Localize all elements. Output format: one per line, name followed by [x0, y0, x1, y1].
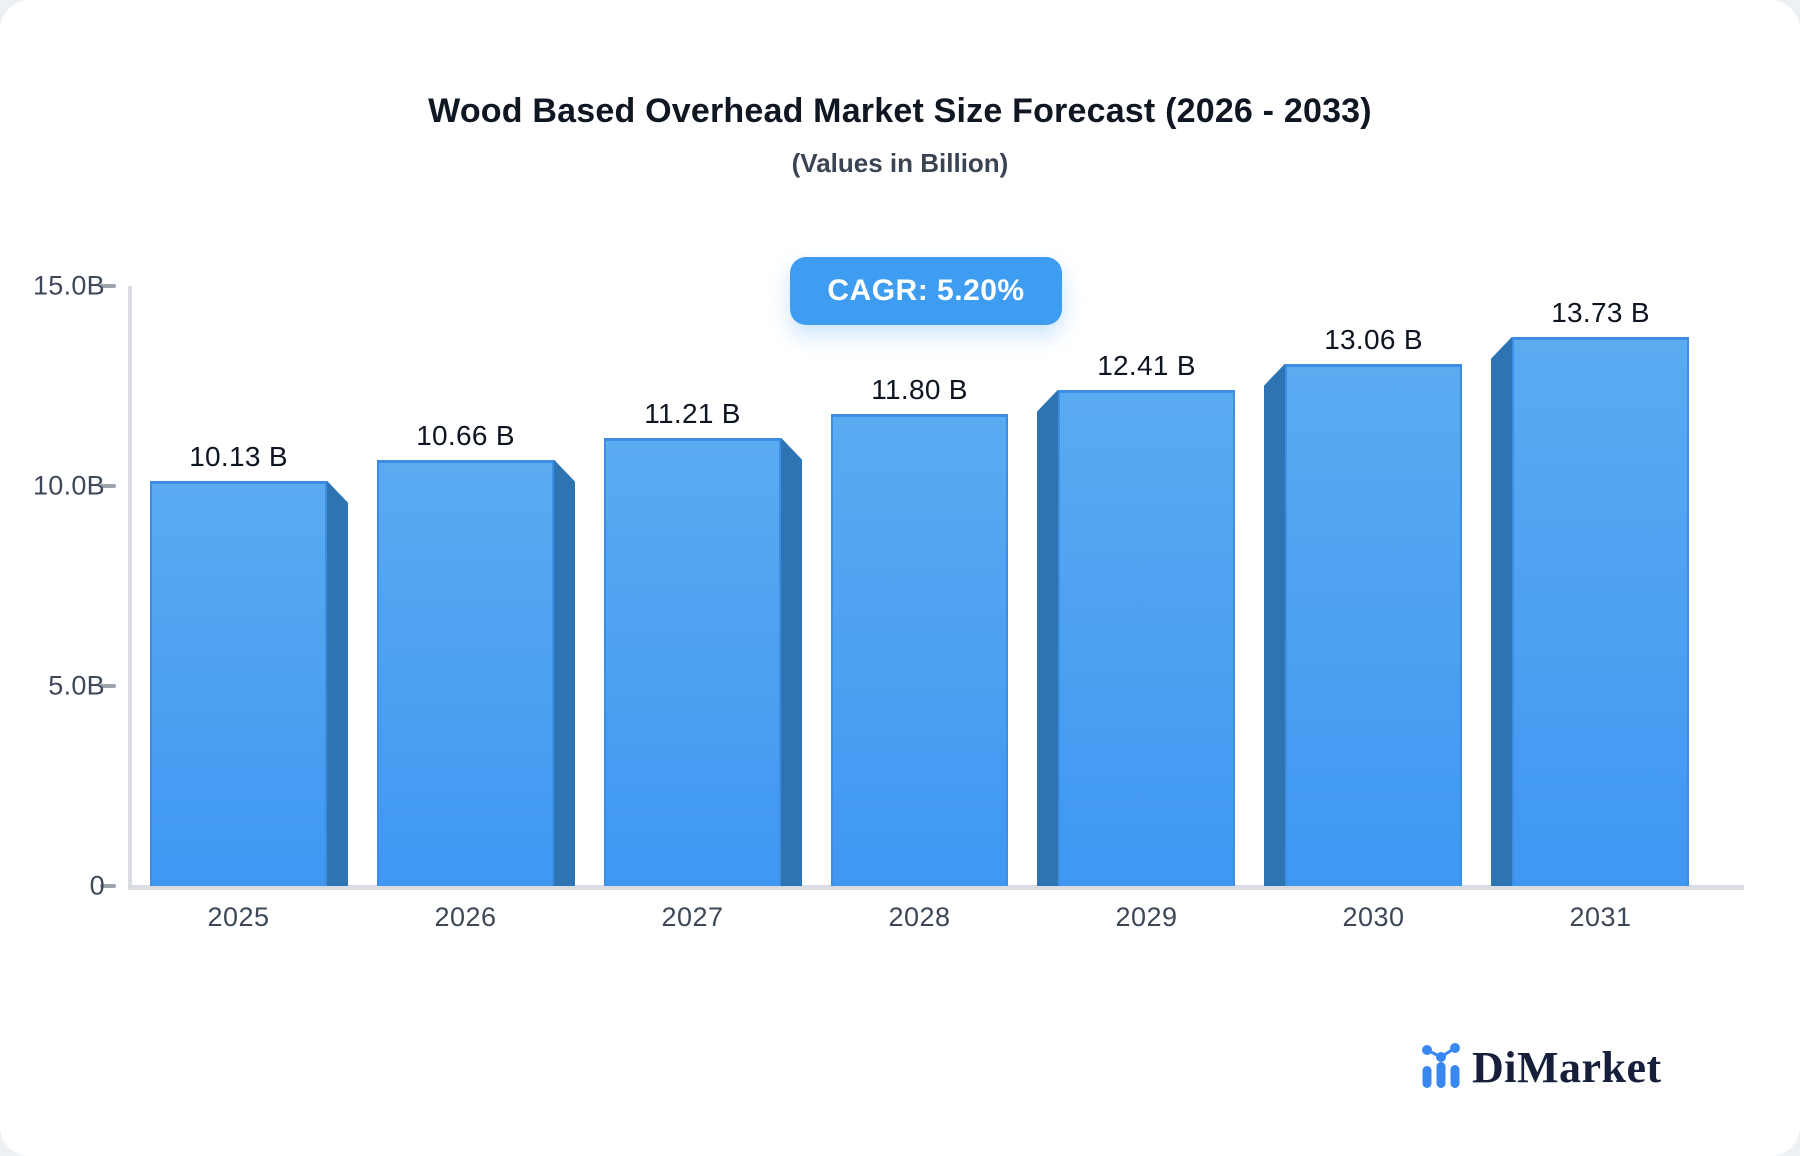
x-axis-line [128, 885, 1744, 890]
bar-side-face [1264, 363, 1285, 886]
y-tick-mark [100, 484, 116, 488]
y-tick-mark [100, 884, 116, 888]
y-tick-label: 10.0B [32, 470, 105, 501]
bar-front-face [150, 480, 327, 886]
bar-side-face [554, 459, 575, 886]
x-tick-label: 2025 [207, 902, 270, 932]
bar-value-label: 13.73 B [1551, 296, 1650, 328]
bar-front-face [831, 414, 1008, 886]
x-tick-label: 2031 [1569, 902, 1632, 932]
bar-front-face [1285, 363, 1462, 886]
x-tick-label: 2030 [1342, 902, 1405, 932]
dimarket-logo: DiMarket [1420, 1040, 1662, 1090]
x-tick-label: 2027 [661, 902, 724, 932]
bar-value-label: 13.06 B [1324, 323, 1423, 355]
bar-front-face [1058, 389, 1235, 886]
y-axis-line [128, 286, 132, 890]
bar-front-face [377, 459, 554, 886]
bar-side-face [1037, 389, 1058, 886]
bar-value-label: 10.13 B [189, 440, 288, 472]
y-tick-mark [100, 684, 116, 688]
chart-subtitle: (Values in Billion) [791, 148, 1009, 178]
y-tick-mark [100, 284, 116, 288]
mini-bar-chart-icon [1422, 1043, 1460, 1088]
x-tick-label: 2028 [888, 902, 951, 932]
y-tick-label: 0 [89, 870, 105, 901]
bar-front-face [604, 437, 781, 886]
logo-text: DiMarket [1472, 1043, 1662, 1092]
bar-value-label: 11.80 B [871, 374, 968, 405]
bar-value-label: 12.41 B [1097, 349, 1196, 381]
bar-value-label: 11.21 B [644, 397, 741, 429]
bar-value-label: 10.66 B [416, 419, 515, 451]
chart-title: Wood Based Overhead Market Size Forecast… [428, 92, 1372, 130]
bar-side-face [327, 480, 348, 886]
bar-side-face [781, 437, 802, 886]
cagr-badge: CAGR: 5.20% [790, 257, 1062, 325]
x-tick-label: 2026 [434, 902, 497, 932]
bar-side-face [1491, 336, 1512, 886]
y-tick-label: 5.0B [48, 670, 105, 701]
y-tick-label: 15.0B [32, 270, 105, 301]
bar-front-face [1512, 336, 1689, 886]
x-tick-label: 2029 [1115, 902, 1178, 932]
cagr-badge-label: CAGR: 5.20% [827, 274, 1025, 307]
